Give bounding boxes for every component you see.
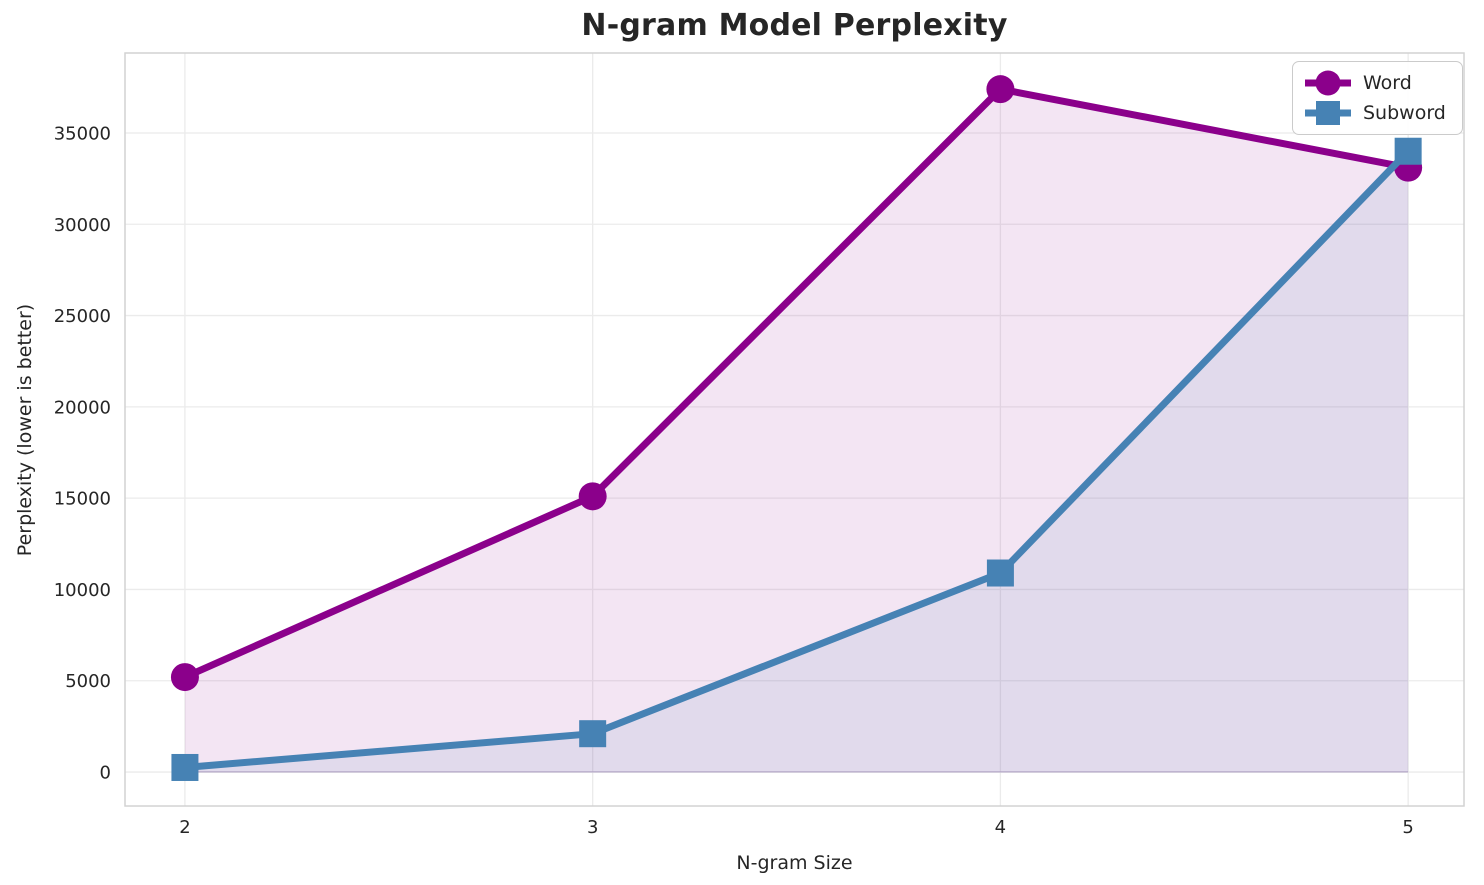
y-axis-label: Perplexity (lower is better) — [14, 303, 36, 557]
legend-label: Word — [1363, 72, 1412, 94]
y-tick-label: 10000 — [54, 580, 111, 601]
area-fill-subword — [184, 151, 1409, 773]
y-tick-label: 0 — [100, 763, 111, 784]
y-tick-label: 25000 — [54, 306, 111, 327]
legend-label: Subword — [1363, 102, 1446, 124]
y-tick-label: 15000 — [54, 489, 111, 510]
area-fill-word — [184, 89, 1409, 773]
marker-square-subword — [171, 753, 199, 781]
y-tick-label: 30000 — [54, 215, 111, 236]
tick-labels: 0 5000 10000 15000 20000 25000 30000 35000 2 3 4 5 — [54, 123, 1414, 838]
series-line-subword — [184, 148, 1411, 771]
x-tick-label: 4 — [995, 817, 1006, 838]
y-tick-label: 35000 — [54, 123, 111, 144]
x-tick-label: 2 — [179, 817, 190, 838]
legend-item-subword: Subword — [1303, 99, 1446, 127]
y-tick-label: 5000 — [65, 671, 111, 692]
gridlines — [125, 53, 1464, 806]
marker-square-subword — [986, 559, 1014, 587]
series-line-word — [183, 85, 1409, 681]
plot-border — [124, 52, 1465, 807]
square-marker-icon — [1305, 101, 1351, 125]
x-tick-label: 5 — [1402, 817, 1413, 838]
x-tick-label: 3 — [587, 817, 598, 838]
marker-square-subword — [1394, 137, 1422, 165]
area-fills — [184, 89, 1409, 774]
circle-marker-icon — [1305, 70, 1351, 96]
marker-circle-word — [986, 75, 1015, 104]
legend: Word Subword — [1292, 61, 1463, 135]
chart-title: N-gram Model Perplexity — [581, 8, 1008, 43]
marker-circle-word — [578, 482, 607, 511]
marker-square-subword — [579, 720, 607, 748]
y-tick-label: 20000 — [54, 397, 111, 418]
x-axis-label: N-gram Size — [736, 852, 853, 874]
marker-circle-word — [170, 663, 199, 692]
legend-item-word: Word — [1303, 69, 1446, 97]
series-subword — [171, 137, 1422, 781]
